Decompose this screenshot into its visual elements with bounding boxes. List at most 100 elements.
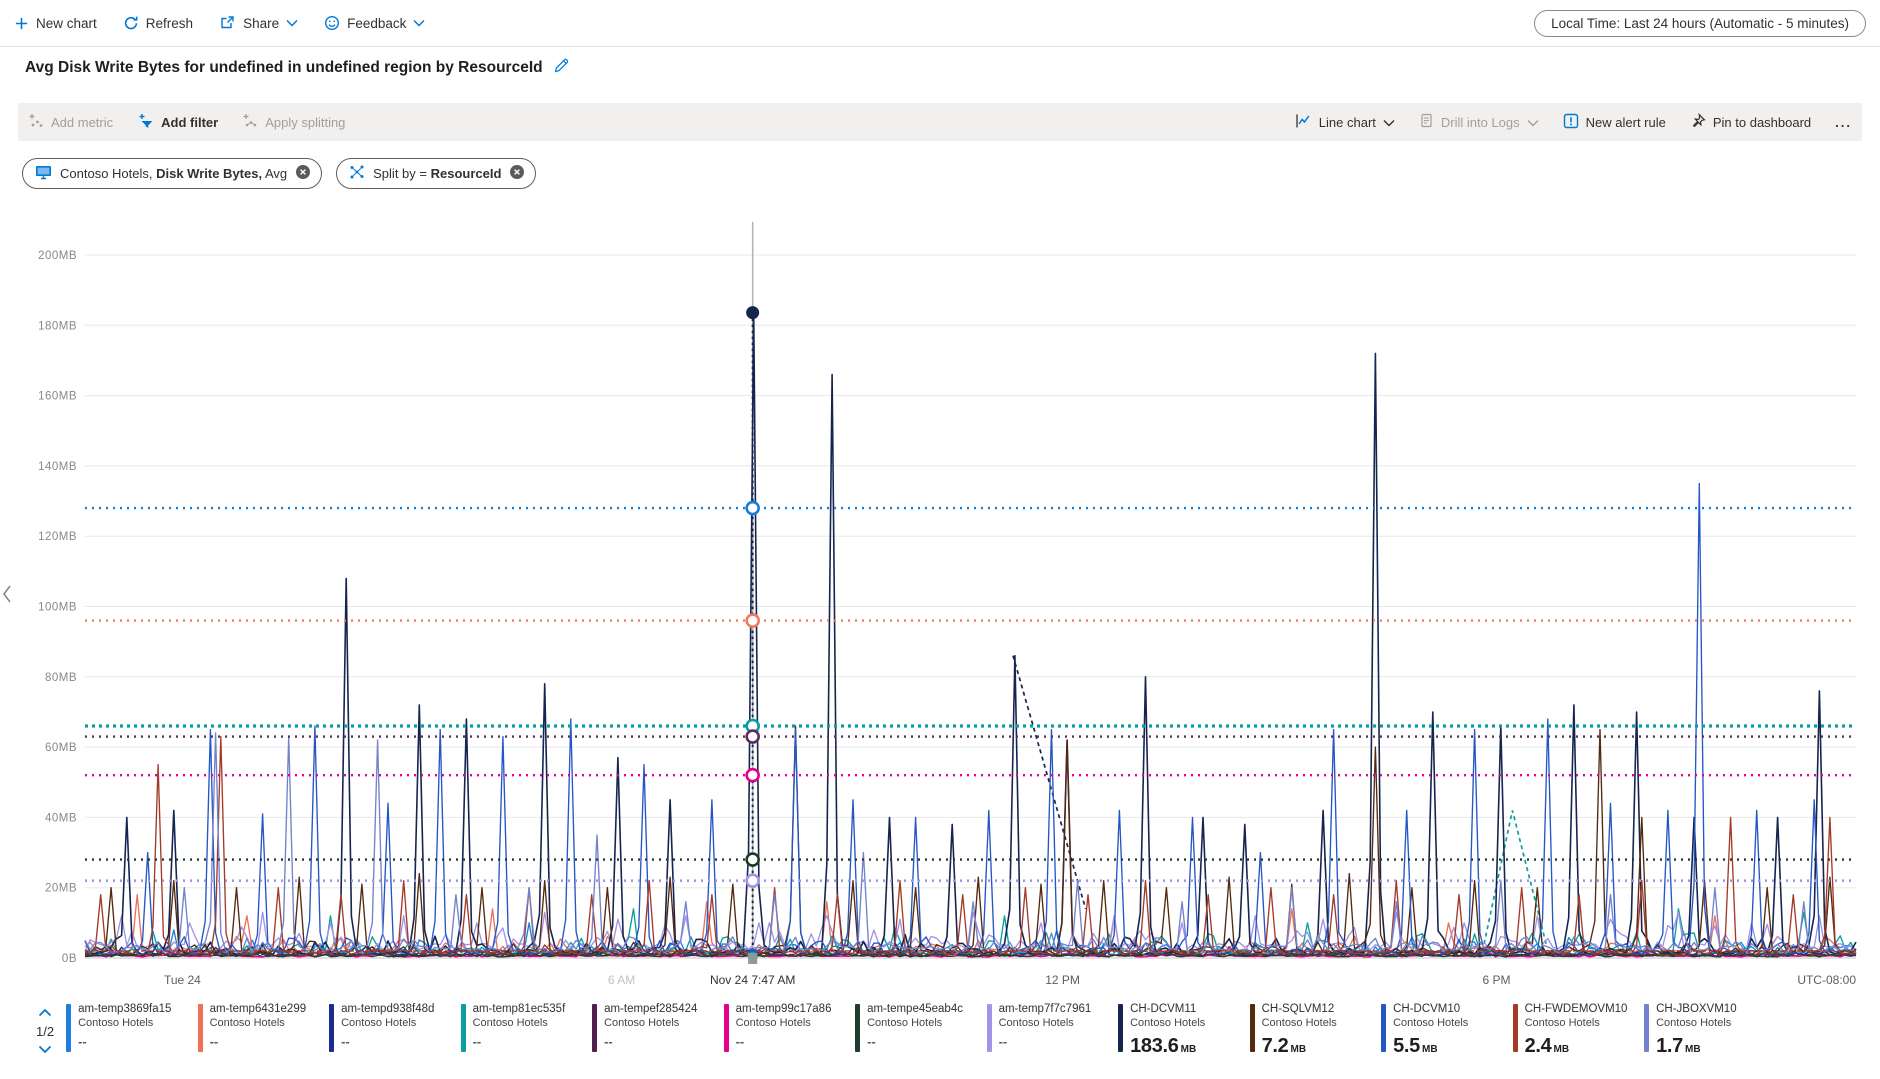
legend-series-name: am-temp81ec535f [472, 1003, 566, 1015]
legend-series-name: am-temp6431e299 [209, 1003, 307, 1015]
legend-page-indicator: 1/2 [36, 1024, 55, 1039]
refresh-button[interactable]: Refresh [123, 15, 193, 31]
legend-item-am-temp99c17a86[interactable]: am-temp99c17a86 Contoso Hotels -- [723, 1002, 856, 1057]
drill-into-logs-dropdown[interactable]: Drill into Logs [1419, 113, 1539, 132]
new-alert-rule-label: New alert rule [1585, 114, 1666, 130]
y-axis-tick-label: 120MB [38, 531, 77, 543]
y-axis-tick-label: 100MB [38, 602, 77, 614]
add-metric-button[interactable]: Add metric [28, 113, 113, 132]
legend-series-scope: Contoso Hotels [1393, 1017, 1469, 1030]
legend-color-bar [1249, 1004, 1255, 1052]
hover-marker-am-temp7f7c7961 [745, 873, 760, 888]
legend-page-up-icon[interactable] [38, 1004, 52, 1022]
share-label: Share [243, 15, 280, 31]
legend-item-CH-SQLVM12[interactable]: CH-SQLVM12 Contoso Hotels 7.2 MB [1249, 1002, 1382, 1057]
new-chart-label: New chart [36, 15, 97, 31]
legend-item-am-temp7f7c7961[interactable]: am-temp7f7c7961 Contoso Hotels -- [986, 1002, 1119, 1057]
legend-series-value: -- [209, 1033, 219, 1049]
pin-to-dashboard-button[interactable]: Pin to dashboard [1690, 112, 1812, 132]
chart-type-dropdown[interactable]: Line chart [1295, 113, 1395, 132]
y-axis-tick-label: 20MB [45, 883, 77, 895]
legend-color-bar [1512, 1004, 1518, 1052]
legend-series-value: 183.6 MB [1130, 1035, 1205, 1057]
legend-pager: 1/2 [36, 1002, 54, 1059]
new-alert-rule-button[interactable]: New alert rule [1563, 113, 1666, 132]
split-icon [349, 164, 365, 183]
chevron-down-icon [1527, 115, 1539, 130]
series-line-am-tempe45eab4c [84, 949, 1857, 958]
crosshair-axis-handle[interactable] [748, 953, 758, 964]
chart-legend: 1/2 am-temp3869fa15 Contoso Hotels -- am-te… [0, 1002, 1880, 1079]
legend-item-am-temp3869fa15[interactable]: am-temp3869fa15 Contoso Hotels -- [66, 1002, 198, 1057]
feedback-menu-button[interactable]: Feedback [324, 15, 425, 31]
add-filter-button[interactable]: Add filter [137, 113, 218, 132]
y-axis-tick-label: 160MB [38, 391, 77, 403]
remove-metric-icon[interactable] [295, 164, 311, 183]
legend-item-CH-DCVM11[interactable]: CH-DCVM11 Contoso Hotels 183.6 MB [1118, 1002, 1250, 1057]
legend-series-name: CH-DCVM10 [1393, 1003, 1461, 1015]
legend-series-value: 5.5 MB [1393, 1035, 1468, 1057]
feedback-label: Feedback [347, 15, 407, 31]
legend-item-am-tempe45eab4c[interactable]: am-tempe45eab4c Contoso Hotels -- [855, 1002, 987, 1057]
document-icon [1419, 113, 1434, 132]
share-menu-button[interactable]: Share [219, 15, 298, 31]
legend-series-value: -- [472, 1033, 482, 1049]
legend-series-name: am-tempd938f48d [341, 1003, 435, 1015]
legend-color-bar [1644, 1004, 1650, 1052]
legend-value-number: 183.6 [1130, 1034, 1179, 1057]
legend-color-bar [197, 1004, 203, 1052]
legend-color-bar [329, 1004, 335, 1052]
legend-series-name: am-tempef285424 [604, 1003, 698, 1015]
add-metric-icon [28, 113, 44, 132]
collapse-panel-chevron-icon[interactable] [2, 585, 12, 608]
y-axis-tick-label: 80MB [45, 672, 77, 684]
chart-type-label: Line chart [1318, 114, 1376, 130]
legend-value-number: 5.5 [1393, 1034, 1420, 1057]
legend-value-unit: MB [1553, 1043, 1570, 1055]
metrics-chart[interactable]: 0B 20MB 40MB 60MB 80MB 100MB 120MB 140MB 160MB 18… [0, 205, 1880, 1000]
legend-item-CH-FWDEMOVM10[interactable]: CH-FWDEMOVM10 Contoso Hotels 2.4 MB [1512, 1002, 1645, 1057]
line-chart-canvas[interactable]: 0B 20MB 40MB 60MB 80MB 100MB 120MB 140MB 160MB 18… [0, 205, 1880, 1000]
legend-series-scope: Contoso Hotels [604, 1017, 680, 1030]
split-by-pill[interactable]: Split by = ResourceId [336, 158, 537, 189]
x-axis-tick-label: 6 AM [608, 973, 635, 987]
legend-value-number: 2.4 [1524, 1034, 1552, 1057]
legend-item-CH-JBOXVM10[interactable]: CH-JBOXVM10 Contoso Hotels 1.7 MB [1644, 1002, 1776, 1057]
metric-pill-label: Contoso Hotels, Disk Write Bytes, Avg [60, 166, 288, 181]
legend-color-bar [855, 1004, 861, 1052]
legend-items: am-temp3869fa15 Contoso Hotels -- am-temp64… [66, 1002, 1776, 1057]
hover-marker-CH-DCVM11 [746, 306, 760, 320]
smiley-icon [324, 15, 340, 31]
legend-series-scope: Contoso Hotels [1261, 1017, 1337, 1030]
legend-value-unit: MB [1180, 1043, 1197, 1055]
x-axis-tick-label: Nov 24 7:47 AM [710, 973, 795, 987]
legend-item-am-temp81ec535f[interactable]: am-temp81ec535f Contoso Hotels -- [460, 1002, 593, 1057]
legend-item-CH-DCVM10[interactable]: CH-DCVM10 Contoso Hotels 5.5 MB [1381, 1002, 1513, 1057]
y-axis-tick-label: 40MB [45, 812, 77, 824]
chart-gridlines: 0B 20MB 40MB 60MB 80MB 100MB 120MB 140MB 160MB 18… [38, 250, 1856, 965]
new-chart-button[interactable]: New chart [14, 16, 97, 31]
chart-toolbar: Add metric Add filter Apply splitting Li… [18, 103, 1862, 141]
edit-title-pencil-icon[interactable] [553, 57, 570, 79]
refresh-label: Refresh [145, 15, 194, 31]
legend-series-scope: Contoso Hotels [998, 1017, 1074, 1030]
legend-series-scope: Contoso Hotels [1656, 1017, 1732, 1030]
metric-pill[interactable]: Contoso Hotels, Disk Write Bytes, Avg [22, 158, 323, 189]
legend-item-am-tempef285424[interactable]: am-tempef285424 Contoso Hotels -- [592, 1002, 724, 1057]
chevron-down-icon [413, 19, 425, 27]
remove-split-icon[interactable] [509, 164, 525, 183]
legend-color-bar [986, 1004, 992, 1052]
pin-to-dashboard-label: Pin to dashboard [1712, 114, 1812, 130]
legend-series-scope: Contoso Hotels [1524, 1017, 1600, 1030]
apply-splitting-label: Apply splitting [265, 114, 346, 130]
chevron-down-icon [1383, 115, 1395, 130]
add-filter-label: Add filter [161, 114, 219, 130]
more-commands-button[interactable]: ... [1835, 115, 1852, 130]
series-dashed-segment-am-temp81ec535f [1483, 810, 1547, 945]
time-range-picker[interactable]: Local Time: Last 24 hours (Automatic - 5… [1534, 9, 1866, 37]
apply-splitting-button[interactable]: Apply splitting [242, 113, 345, 132]
legend-item-am-tempd938f48d[interactable]: am-tempd938f48d Contoso Hotels -- [329, 1002, 461, 1057]
legend-item-am-temp6431e299[interactable]: am-temp6431e299 Contoso Hotels -- [197, 1002, 330, 1057]
legend-page-down-icon[interactable] [38, 1041, 52, 1059]
y-axis-tick-label: 200MB [38, 250, 77, 262]
